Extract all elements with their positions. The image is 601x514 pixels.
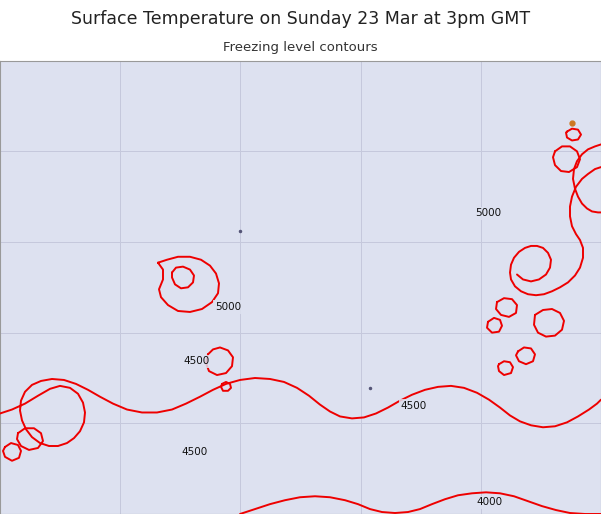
Text: Freezing level contours: Freezing level contours: [223, 41, 378, 54]
Text: 5000: 5000: [475, 208, 501, 218]
Text: 4500: 4500: [182, 447, 208, 457]
Text: 4500: 4500: [184, 356, 210, 366]
Text: 5000: 5000: [215, 302, 241, 312]
Text: 4500: 4500: [401, 400, 427, 411]
Text: 4000: 4000: [476, 497, 502, 507]
Text: Surface Temperature on Sunday 23 Mar at 3pm GMT: Surface Temperature on Sunday 23 Mar at …: [71, 10, 530, 28]
